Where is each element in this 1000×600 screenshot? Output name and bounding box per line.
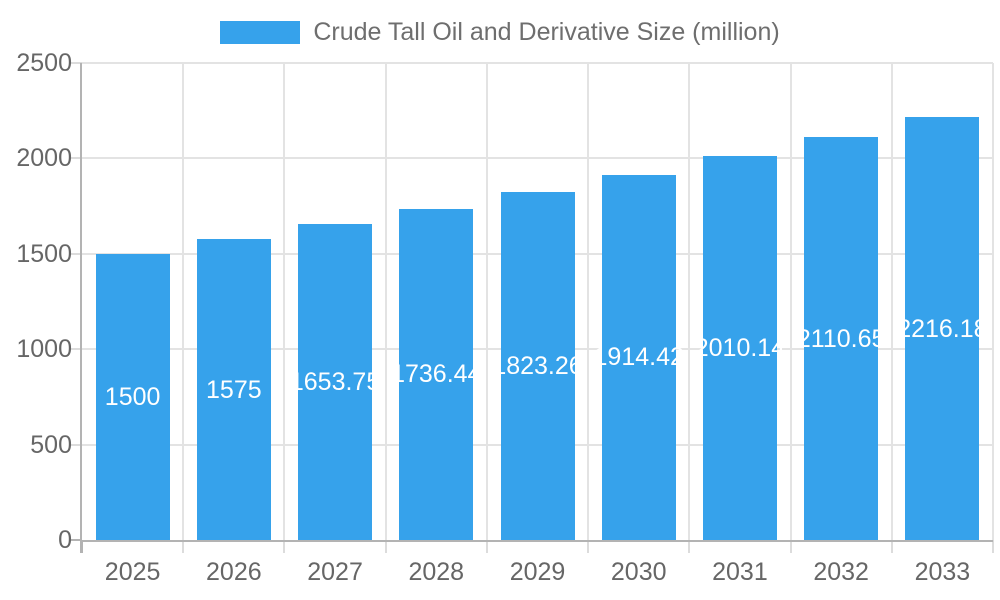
bar-2031[interactable] bbox=[702, 156, 777, 540]
gridline-x bbox=[789, 63, 792, 540]
bar-2028[interactable] bbox=[399, 208, 474, 540]
bar-2025[interactable] bbox=[95, 253, 170, 540]
gridline-x bbox=[992, 63, 994, 540]
y-tick-mark bbox=[69, 157, 82, 160]
bar-2033[interactable] bbox=[905, 117, 980, 540]
x-tick-label: 2032 bbox=[813, 558, 869, 586]
gridline-x bbox=[384, 63, 387, 540]
x-tick-label: 2030 bbox=[610, 558, 667, 586]
bar-2026[interactable] bbox=[196, 239, 271, 540]
bar-value-label: 1914.42 bbox=[593, 343, 684, 372]
gridline-x bbox=[890, 63, 893, 540]
y-tick-mark bbox=[69, 62, 82, 64]
gridline-y bbox=[82, 157, 993, 160]
gridline-x bbox=[182, 63, 185, 540]
x-tick-label: 2031 bbox=[712, 558, 768, 586]
x-tick-mark bbox=[485, 540, 488, 553]
x-tick-label: 2028 bbox=[408, 558, 465, 586]
x-tick-label: 2029 bbox=[509, 558, 566, 586]
x-tick-mark bbox=[789, 540, 792, 553]
x-tick-mark bbox=[890, 540, 893, 553]
bar-2029[interactable] bbox=[500, 192, 575, 540]
y-tick-label: 0 bbox=[58, 526, 72, 554]
x-tick-label: 2026 bbox=[206, 558, 262, 586]
bar-2027[interactable] bbox=[298, 224, 373, 540]
x-tick-mark bbox=[81, 540, 83, 553]
x-axis-line bbox=[80, 540, 993, 542]
bar-value-label: 1736.44 bbox=[391, 360, 482, 389]
x-tick-mark bbox=[182, 540, 185, 553]
x-tick-mark bbox=[283, 540, 286, 553]
bar-2032[interactable] bbox=[804, 137, 879, 540]
bar-value-label: 1575 bbox=[206, 375, 262, 404]
bar-value-label: 1823.26 bbox=[492, 352, 583, 381]
y-tick-label: 1500 bbox=[16, 239, 72, 268]
gridline-y bbox=[82, 62, 993, 64]
gridline-x bbox=[283, 63, 286, 540]
legend-label[interactable]: Crude Tall Oil and Derivative Size (mill… bbox=[313, 18, 780, 46]
y-tick-label: 500 bbox=[30, 430, 72, 459]
bar-value-label: 2010.14 bbox=[694, 334, 786, 363]
gridline-x bbox=[587, 63, 590, 540]
legend-swatch[interactable] bbox=[220, 20, 301, 44]
bar-value-label: 2216.18 bbox=[897, 314, 988, 343]
legend: Crude Tall Oil and Derivative Size (mill… bbox=[0, 19, 1000, 45]
y-tick-label: 2500 bbox=[16, 49, 72, 77]
y-tick-mark bbox=[69, 443, 82, 446]
bar-2030[interactable] bbox=[601, 174, 676, 540]
bar-value-label: 1653.75 bbox=[289, 368, 381, 397]
y-tick-label: 2000 bbox=[16, 144, 72, 173]
x-tick-mark bbox=[992, 540, 994, 553]
bar-value-label: 2110.65 bbox=[796, 324, 886, 353]
gridline-x bbox=[688, 63, 691, 540]
y-tick-mark bbox=[69, 252, 82, 255]
y-axis-line bbox=[80, 63, 82, 553]
x-tick-label: 2027 bbox=[307, 558, 363, 586]
x-tick-mark bbox=[587, 540, 590, 553]
x-tick-label: 2033 bbox=[914, 558, 971, 586]
gridline-x bbox=[485, 63, 488, 540]
y-tick-label: 1000 bbox=[16, 335, 72, 364]
x-tick-mark bbox=[688, 540, 691, 553]
x-tick-mark bbox=[384, 540, 387, 553]
bar-value-label: 1500 bbox=[104, 382, 161, 411]
y-tick-mark bbox=[69, 539, 82, 541]
y-tick-mark bbox=[69, 348, 82, 351]
x-tick-label: 2025 bbox=[104, 558, 161, 586]
